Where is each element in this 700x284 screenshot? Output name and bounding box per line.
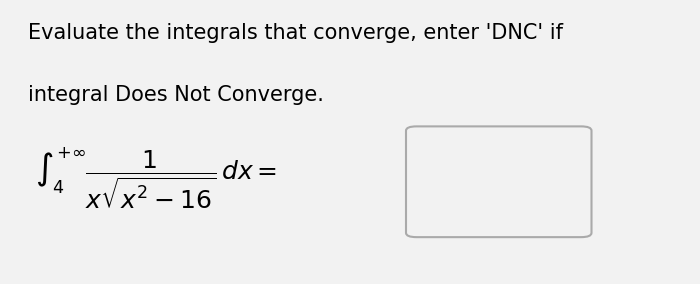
FancyBboxPatch shape	[406, 126, 592, 237]
Text: $\int_{4}^{+\infty} \dfrac{1}{x\sqrt{x^2-16}}\, dx =$: $\int_{4}^{+\infty} \dfrac{1}{x\sqrt{x^2…	[35, 146, 277, 212]
Text: Evaluate the integrals that converge, enter 'DNC' if: Evaluate the integrals that converge, en…	[28, 23, 563, 43]
Text: integral Does Not Converge.: integral Does Not Converge.	[28, 85, 324, 105]
